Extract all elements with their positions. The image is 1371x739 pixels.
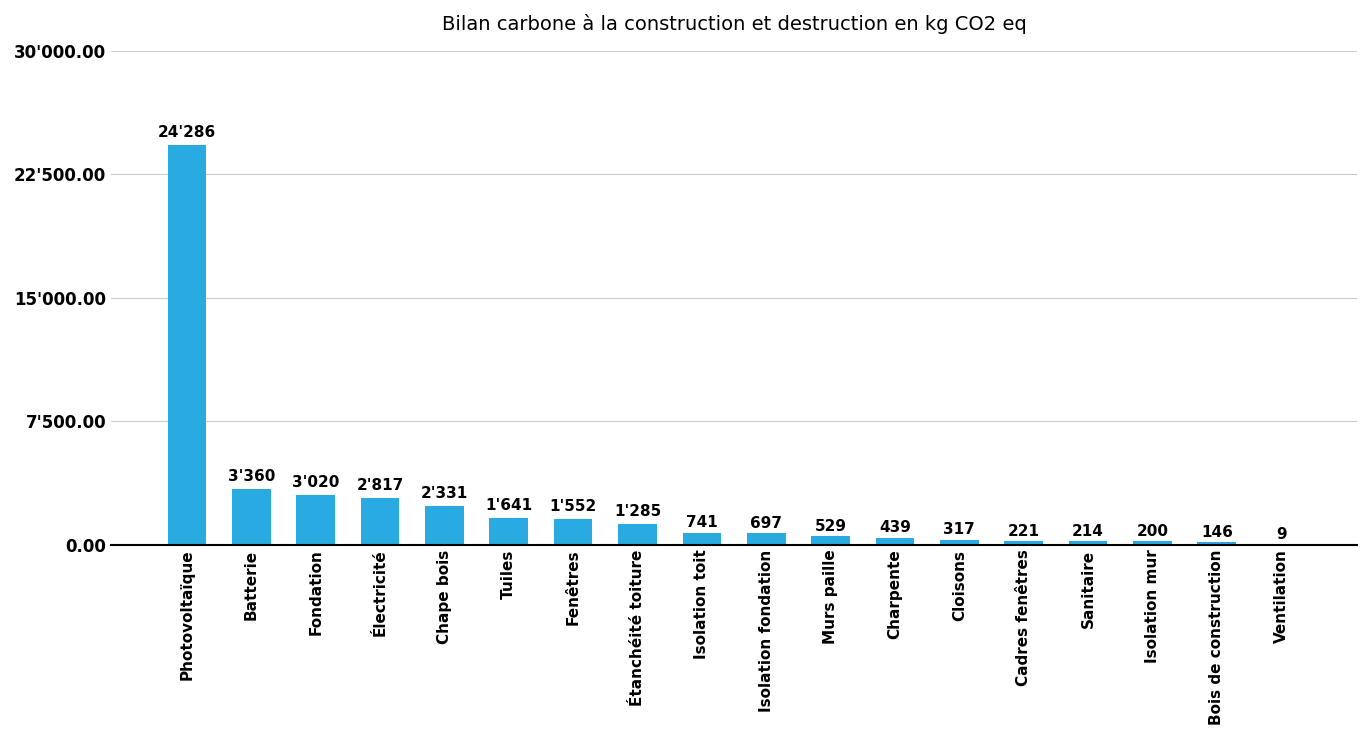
Text: 2'331: 2'331 <box>421 486 468 502</box>
Text: 697: 697 <box>750 516 783 531</box>
Text: 221: 221 <box>1008 524 1039 539</box>
Text: 24'286: 24'286 <box>158 125 217 140</box>
Text: 1'552: 1'552 <box>550 500 596 514</box>
Text: 3'020: 3'020 <box>292 475 340 490</box>
Bar <box>618 524 657 545</box>
Bar <box>361 498 399 545</box>
Text: 741: 741 <box>686 515 718 530</box>
Bar <box>296 495 335 545</box>
Text: 200: 200 <box>1137 524 1168 539</box>
Bar <box>554 520 592 545</box>
Text: 439: 439 <box>879 520 910 535</box>
Text: 3'360: 3'360 <box>228 469 276 485</box>
Text: 1'641: 1'641 <box>485 498 532 513</box>
Bar <box>1005 541 1043 545</box>
Text: 1'285: 1'285 <box>614 504 661 519</box>
Bar <box>747 534 786 545</box>
Text: 529: 529 <box>814 519 847 534</box>
Text: 146: 146 <box>1201 525 1233 540</box>
Bar <box>232 489 270 545</box>
Bar <box>1197 542 1237 545</box>
Bar <box>1069 541 1108 545</box>
Bar <box>489 518 528 545</box>
Bar <box>425 506 463 545</box>
Title: Bilan carbone à la construction et destruction en kg CO2 eq: Bilan carbone à la construction et destr… <box>441 14 1027 34</box>
Bar <box>1132 542 1172 545</box>
Bar <box>876 537 914 545</box>
Text: 2'817: 2'817 <box>356 478 403 494</box>
Text: 9: 9 <box>1276 527 1286 542</box>
Bar <box>167 145 206 545</box>
Bar <box>683 533 721 545</box>
Text: 214: 214 <box>1072 524 1104 539</box>
Text: 317: 317 <box>943 522 975 537</box>
Bar <box>941 539 979 545</box>
Bar <box>812 536 850 545</box>
